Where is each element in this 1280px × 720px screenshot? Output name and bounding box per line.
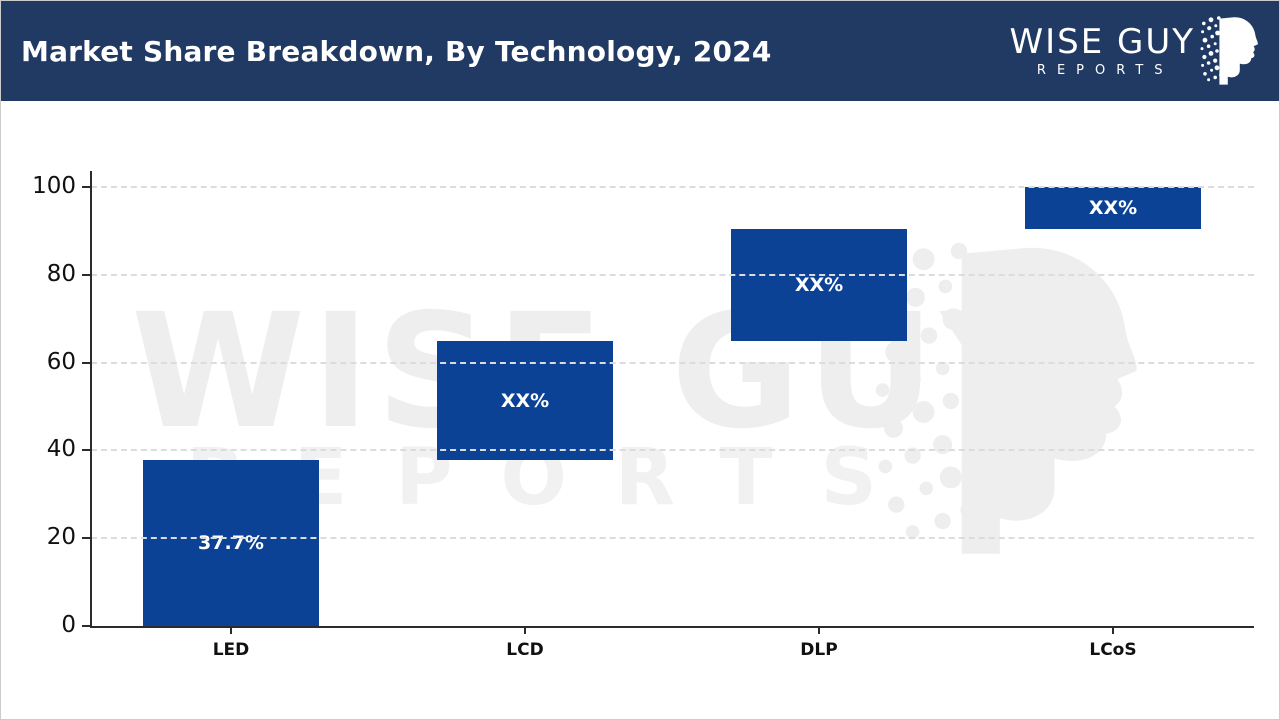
brand-logo: WISE GUY REPORTS (1009, 1, 1265, 101)
bar-value-label: XX% (500, 389, 550, 412)
bar-LCD: XX% (437, 340, 613, 461)
y-axis-line (90, 171, 92, 628)
watermark-dotted-head-icon (875, 242, 1137, 554)
y-tick-label-20: 20 (46, 524, 76, 551)
x-axis-line (90, 626, 1254, 628)
bar-value-label: XX% (1088, 196, 1138, 219)
x-tick-label-LCoS: LCoS (1089, 640, 1137, 660)
y-tick-mark (82, 186, 91, 188)
dotted-head-icon (1200, 16, 1258, 85)
bar-LCoS: XX% (1025, 187, 1201, 229)
brand-logo-text: WISE GUY REPORTS (1009, 25, 1195, 78)
y-tick-mark (82, 625, 91, 627)
x-tick-mark (1112, 626, 1114, 634)
y-tick-mark (82, 361, 91, 364)
gridline-60 (91, 361, 1254, 364)
bar-value-label: XX% (794, 273, 844, 296)
y-tick-mark (82, 449, 91, 452)
header-bar: Market Share Breakdown, By Technology, 2… (1, 1, 1279, 101)
brand-subname: REPORTS (1036, 62, 1174, 78)
gridline-100 (91, 186, 1254, 188)
y-tick-label-60: 60 (46, 348, 76, 375)
bar-DLP: XX% (731, 228, 907, 341)
x-tick-label-LCD: LCD (506, 640, 544, 660)
x-tick-mark (524, 626, 526, 634)
chart-title: Market Share Breakdown, By Technology, 2… (21, 34, 772, 68)
y-tick-mark (82, 273, 91, 276)
gridline-20 (91, 537, 1254, 540)
brand-name: WISE GUY (1009, 21, 1195, 62)
bar-LED: 37.7% (143, 460, 319, 626)
gridline-40 (91, 449, 1254, 452)
y-tick-label-100: 100 (32, 173, 76, 199)
bar-value-label: 37.7% (198, 532, 264, 555)
y-tick-label-80: 80 (46, 260, 76, 287)
x-tick-mark (818, 626, 820, 634)
y-tick-label-0: 0 (61, 612, 76, 638)
x-tick-mark (230, 626, 232, 634)
y-tick-mark (82, 537, 91, 540)
x-tick-label-DLP: DLP (800, 640, 838, 660)
gridline-80 (91, 273, 1254, 276)
y-tick-label-40: 40 (46, 436, 76, 463)
x-tick-label-LED: LED (212, 640, 250, 660)
